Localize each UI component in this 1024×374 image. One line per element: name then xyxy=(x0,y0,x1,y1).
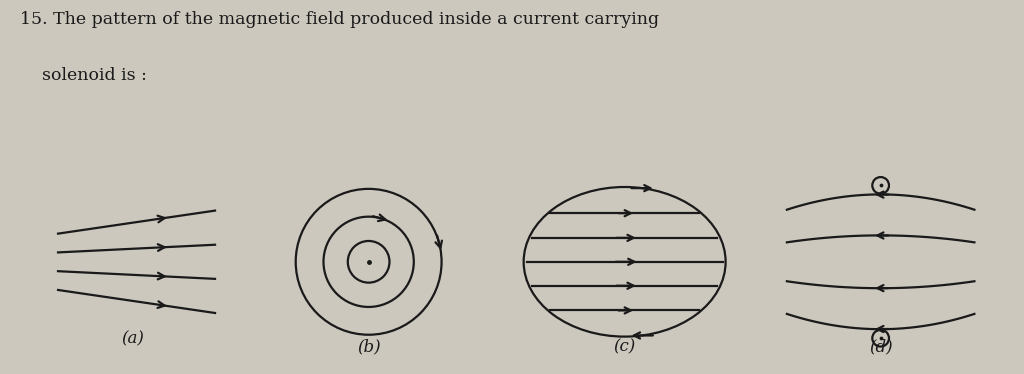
Text: (c): (c) xyxy=(613,338,636,355)
Text: (b): (b) xyxy=(356,338,381,356)
Text: 15. The pattern of the magnetic field produced inside a current carrying: 15. The pattern of the magnetic field pr… xyxy=(20,11,659,28)
Text: (d): (d) xyxy=(868,338,893,356)
Text: solenoid is :: solenoid is : xyxy=(20,67,147,84)
Text: (a): (a) xyxy=(122,330,144,347)
